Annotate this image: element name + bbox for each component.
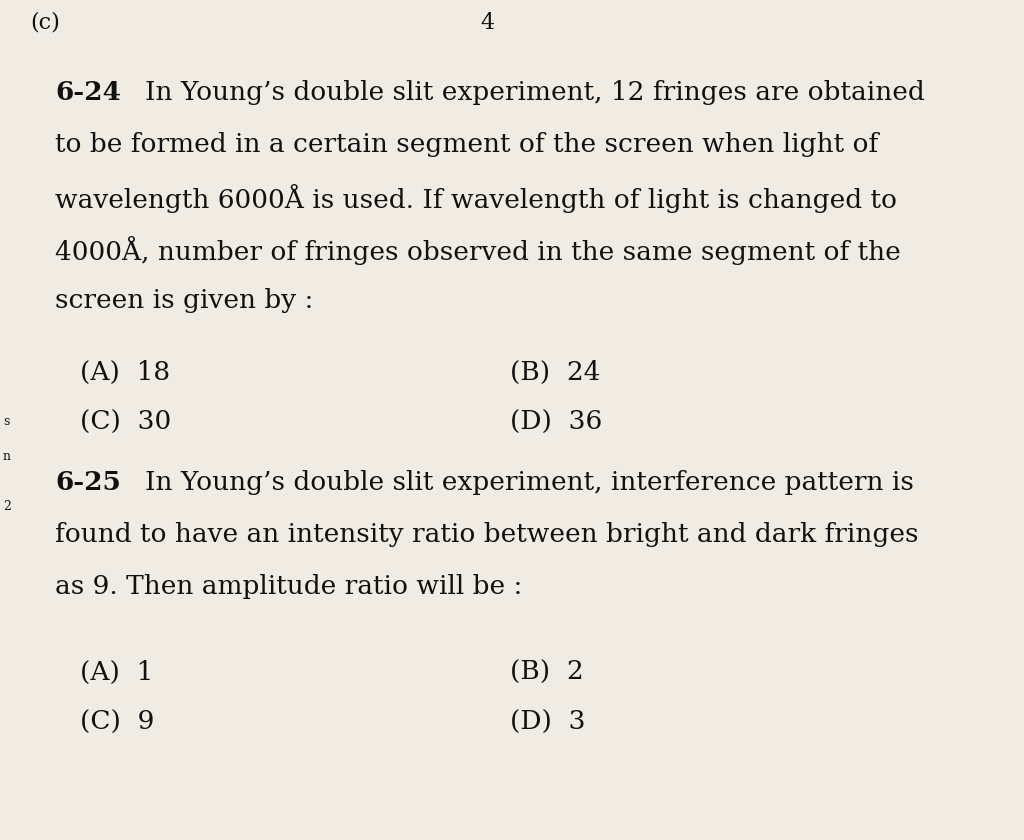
Text: (c): (c) xyxy=(30,12,59,34)
Text: (D)  36: (D) 36 xyxy=(510,410,602,435)
Text: In Young’s double slit experiment, interference pattern is: In Young’s double slit experiment, inter… xyxy=(145,470,913,495)
Text: (B)  2: (B) 2 xyxy=(510,660,584,685)
Text: s: s xyxy=(3,415,9,428)
Text: (C)  9: (C) 9 xyxy=(80,710,155,735)
Text: screen is given by :: screen is given by : xyxy=(55,288,313,313)
Text: n: n xyxy=(3,450,11,463)
Text: (A)  18: (A) 18 xyxy=(80,360,170,385)
Text: (B)  24: (B) 24 xyxy=(510,360,600,385)
Text: In Young’s double slit experiment, 12 fringes are obtained: In Young’s double slit experiment, 12 fr… xyxy=(145,80,925,105)
Text: (D)  3: (D) 3 xyxy=(510,710,586,735)
Text: 2: 2 xyxy=(3,500,11,513)
Text: as 9. Then amplitude ratio will be :: as 9. Then amplitude ratio will be : xyxy=(55,574,522,599)
Text: to be formed in a certain segment of the screen when light of: to be formed in a certain segment of the… xyxy=(55,132,879,157)
Text: (A)  1: (A) 1 xyxy=(80,660,154,685)
Text: 6-24: 6-24 xyxy=(55,80,121,105)
Text: wavelength 6000Å is used. If wavelength of light is changed to: wavelength 6000Å is used. If wavelength … xyxy=(55,184,897,213)
Text: 4: 4 xyxy=(480,12,495,34)
Text: 6-25: 6-25 xyxy=(55,470,121,495)
Text: (C)  30: (C) 30 xyxy=(80,410,171,435)
Text: found to have an intensity ratio between bright and dark fringes: found to have an intensity ratio between… xyxy=(55,522,919,547)
Text: 4000Å, number of fringes observed in the same segment of the: 4000Å, number of fringes observed in the… xyxy=(55,236,901,265)
